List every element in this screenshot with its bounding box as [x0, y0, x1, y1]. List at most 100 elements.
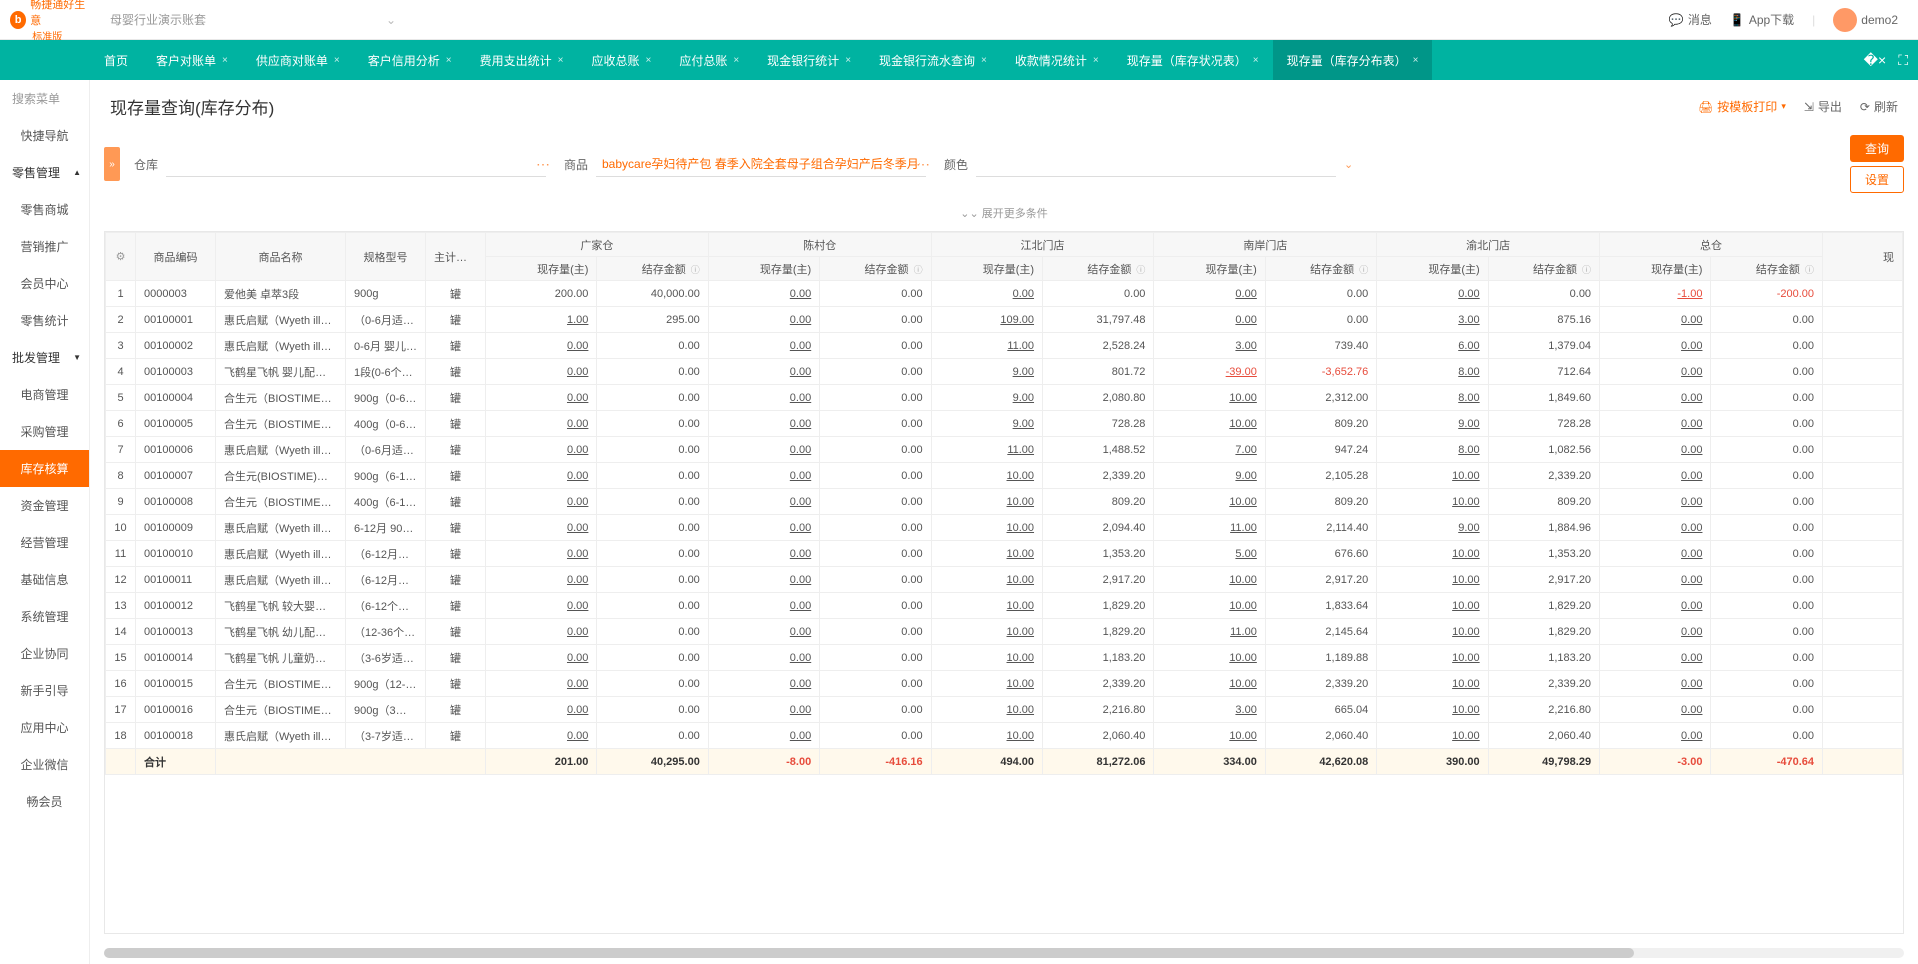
cell-qty[interactable]: 0.00 [1600, 697, 1711, 723]
cell-qty[interactable]: 0.00 [486, 463, 597, 489]
cell-qty[interactable]: 0.00 [708, 307, 819, 333]
refresh-button[interactable]: ⟳ 刷新 [1860, 98, 1898, 115]
sidebar-item[interactable]: 营销推广 [0, 228, 89, 265]
cell-qty[interactable]: 0.00 [1377, 281, 1488, 307]
sidebar-item[interactable]: 资金管理 [0, 487, 89, 524]
table-row[interactable]: 1300100012飞鹤星飞帆 较大婴儿配…（6-12个月…罐0.000.000… [106, 593, 1903, 619]
cell-qty[interactable]: -1.00 [1600, 281, 1711, 307]
cell-qty[interactable]: 10.00 [1377, 697, 1488, 723]
close-icon[interactable]: × [222, 55, 228, 66]
print-button[interactable]: 🖨 按模板打印 ▾ [1698, 98, 1786, 115]
info-icon[interactable]: ⓘ [1136, 265, 1145, 275]
cell-qty[interactable]: 10.00 [1377, 541, 1488, 567]
cell-qty[interactable]: 0.00 [1600, 541, 1711, 567]
table-container[interactable]: ⚙商品编码商品名称规格型号主计量单位广家仓陈村仓江北门店南岸门店渝北门店总仓现现… [104, 231, 1904, 934]
cell-qty[interactable]: 9.00 [1154, 463, 1265, 489]
sidebar-item[interactable]: 基础信息 [0, 561, 89, 598]
cell-qty[interactable]: 0.00 [486, 619, 597, 645]
cell-qty[interactable]: 9.00 [1377, 411, 1488, 437]
tab[interactable]: 供应商对账单× [242, 40, 354, 80]
tab[interactable]: 首页 [90, 40, 142, 80]
cell-qty[interactable]: 0.00 [1600, 671, 1711, 697]
info-icon[interactable]: ⓘ [691, 265, 700, 275]
sidebar-item[interactable]: 采购管理 [0, 413, 89, 450]
cell-qty[interactable]: 10.00 [1377, 567, 1488, 593]
cell-qty[interactable]: 11.00 [1154, 619, 1265, 645]
color-input[interactable] [976, 151, 1336, 177]
cell-qty[interactable]: -39.00 [1154, 359, 1265, 385]
close-icon[interactable]: × [981, 55, 987, 66]
close-icon[interactable]: × [733, 55, 739, 66]
table-row[interactable]: 600100005合生元（BIOSTIME）…400g（0-6…罐0.000.0… [106, 411, 1903, 437]
cell-qty[interactable]: 0.00 [486, 593, 597, 619]
cell-qty[interactable]: 0.00 [1600, 489, 1711, 515]
sidebar-item[interactable]: 批发管理▼ [0, 339, 89, 376]
cell-qty[interactable]: 0.00 [1600, 723, 1711, 749]
cell-qty[interactable]: 0.00 [1154, 307, 1265, 333]
account-selector[interactable]: 母婴行业演示账套 ⌄ [90, 11, 1669, 28]
cell-qty[interactable]: 0.00 [1600, 567, 1711, 593]
logo[interactable]: b 畅捷通好生意 标准版 [0, 0, 90, 43]
cell-qty[interactable]: 0.00 [708, 333, 819, 359]
cell-qty[interactable]: 7.00 [1154, 437, 1265, 463]
cell-qty[interactable]: 0.00 [708, 359, 819, 385]
sidebar-item[interactable]: 企业微信 [0, 746, 89, 783]
cell-qty[interactable]: 0.00 [486, 567, 597, 593]
cell-qty[interactable]: 10.00 [931, 645, 1042, 671]
cell-qty[interactable]: 10.00 [931, 671, 1042, 697]
sidebar-item[interactable]: 应用中心 [0, 709, 89, 746]
cell-qty[interactable]: 0.00 [1600, 385, 1711, 411]
sidebar-item[interactable]: 库存核算 [0, 450, 89, 487]
cell-qty[interactable]: 10.00 [1377, 489, 1488, 515]
cell-qty[interactable]: 0.00 [931, 281, 1042, 307]
tab[interactable]: 现金银行流水查询× [865, 40, 1001, 80]
cell-qty[interactable]: 0.00 [708, 723, 819, 749]
cell-qty[interactable]: 0.00 [708, 515, 819, 541]
cell-qty[interactable]: 3.00 [1154, 333, 1265, 359]
settings-button[interactable]: 设置 [1850, 166, 1904, 193]
cell-qty[interactable]: 0.00 [708, 645, 819, 671]
cell-qty[interactable]: 0.00 [1600, 619, 1711, 645]
table-row[interactable]: 800100007合生元(BIOSTIME)派…900g（6-1…罐0.000.… [106, 463, 1903, 489]
close-icon[interactable]: × [1093, 55, 1099, 66]
sidebar-item[interactable]: 快捷导航 [0, 117, 89, 154]
table-row[interactable]: 1100100010惠氏启赋（Wyeth illu…（6-12月适…罐0.000… [106, 541, 1903, 567]
cell-qty[interactable]: 0.00 [486, 333, 597, 359]
sidebar-item[interactable]: 企业协同 [0, 635, 89, 672]
cell-qty[interactable]: 5.00 [1154, 541, 1265, 567]
sidebar-item[interactable]: 畅会员 [0, 783, 89, 820]
tab[interactable]: 费用支出统计× [466, 40, 578, 80]
tab[interactable]: 应付总账× [665, 40, 753, 80]
cell-qty[interactable]: 9.00 [931, 385, 1042, 411]
cell-qty[interactable]: 10.00 [1154, 411, 1265, 437]
cell-qty[interactable]: 10.00 [931, 489, 1042, 515]
sidebar-item[interactable]: 经营管理 [0, 524, 89, 561]
sidebar-item[interactable]: 零售管理▲ [0, 154, 89, 191]
cell-qty[interactable]: 0.00 [486, 671, 597, 697]
cell-qty[interactable]: 9.00 [931, 411, 1042, 437]
cell-qty[interactable]: 11.00 [1154, 515, 1265, 541]
cell-qty[interactable]: 0.00 [486, 541, 597, 567]
cell-qty[interactable]: 10.00 [1154, 567, 1265, 593]
table-row[interactable]: 1800100018惠氏启赋（Wyeth illu…（3-7岁适…罐0.000.… [106, 723, 1903, 749]
table-row[interactable]: 1200100011惠氏启赋（Wyeth illu…（6-12月适…罐0.000… [106, 567, 1903, 593]
cell-qty[interactable]: 10.00 [1154, 593, 1265, 619]
sidebar-item[interactable]: 系统管理 [0, 598, 89, 635]
info-icon[interactable]: ⓘ [1582, 265, 1591, 275]
close-icon[interactable]: × [645, 55, 651, 66]
cell-qty[interactable]: 10.00 [931, 697, 1042, 723]
cell-qty[interactable]: 10.00 [1154, 723, 1265, 749]
info-icon[interactable]: ⓘ [1359, 265, 1368, 275]
info-icon[interactable]: ⓘ [914, 265, 923, 275]
tab[interactable]: 收款情况统计× [1001, 40, 1113, 80]
cell-qty[interactable]: 0.00 [708, 671, 819, 697]
cell-qty[interactable]: 6.00 [1377, 333, 1488, 359]
table-row[interactable]: 500100004合生元（BIOSTIME）…900g（0-6…罐0.000.0… [106, 385, 1903, 411]
cell-qty[interactable]: 0.00 [708, 619, 819, 645]
fullscreen-icon[interactable]: ⛶ [1898, 52, 1908, 69]
cell-qty[interactable]: 10.00 [1154, 489, 1265, 515]
tab[interactable]: 现存量（库存状况表）× [1113, 40, 1273, 80]
table-row[interactable]: 1500100014飞鹤星飞帆 儿童奶粉 4…（3-6岁适用）…罐0.000.0… [106, 645, 1903, 671]
cell-qty[interactable]: 0.00 [708, 489, 819, 515]
cell-qty[interactable]: 3.00 [1154, 697, 1265, 723]
